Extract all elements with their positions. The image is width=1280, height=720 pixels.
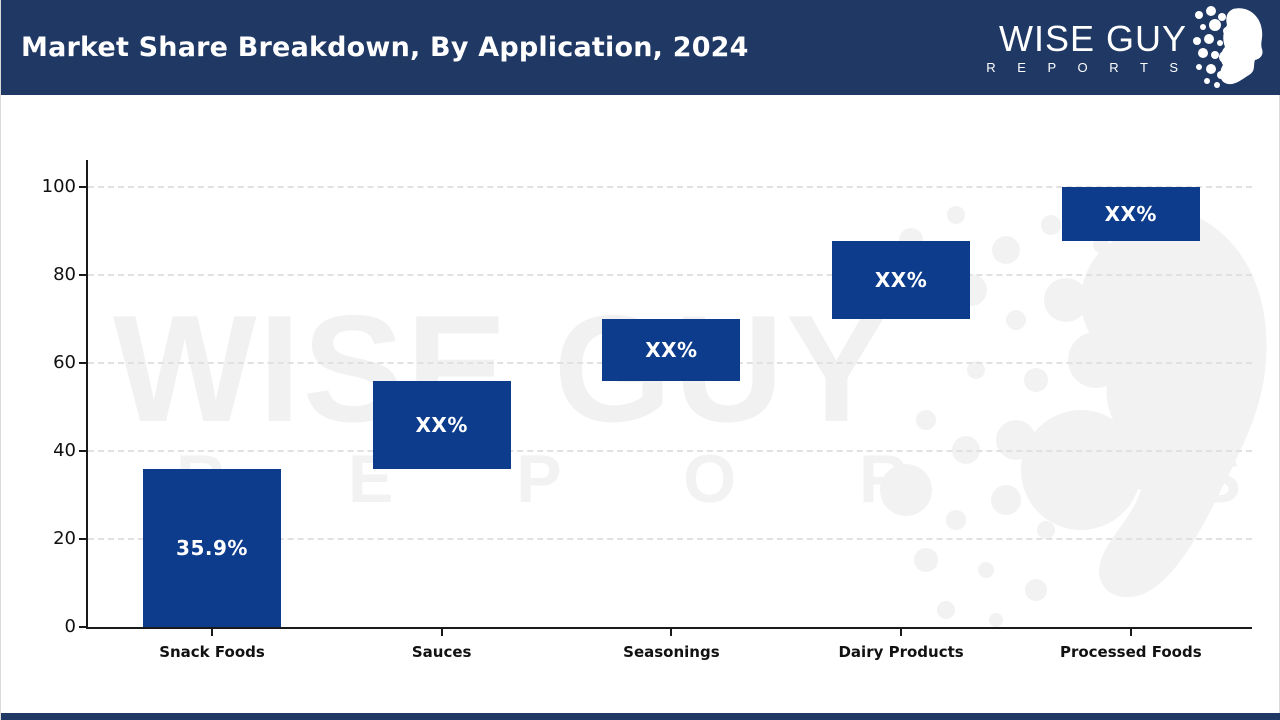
- gridline-100: [88, 186, 1252, 188]
- logo-wordmark: WISE GUY R E P O R T S: [986, 18, 1187, 75]
- y-tick-label: 60: [53, 352, 76, 373]
- y-tick-label: 80: [53, 264, 76, 285]
- gridline-40: [88, 450, 1252, 452]
- y-tick-mark: [79, 186, 88, 188]
- y-tick-mark: [79, 274, 88, 276]
- bar-value-label: 35.9%: [176, 536, 248, 560]
- bar-value-label: XX%: [645, 337, 698, 362]
- gridline-80: [88, 274, 1252, 276]
- bar-value-label: XX%: [1104, 202, 1157, 227]
- x-category-label: Snack Foods: [159, 643, 265, 661]
- y-tick-mark: [79, 538, 88, 540]
- y-tick-label: 40: [53, 440, 76, 461]
- y-tick-mark: [79, 362, 88, 364]
- gridline-20: [88, 538, 1252, 540]
- header-bar: Market Share Breakdown, By Application, …: [1, 0, 1280, 95]
- plot-area: 0 20 40 60 80 100 35.9% Snack Foods XX% Sauces XX%…: [1, 95, 1280, 713]
- logo-wordmark-line1: WISE GUY: [998, 18, 1187, 59]
- bar-value-label: XX%: [874, 268, 928, 293]
- y-tick-label: 20: [53, 528, 76, 549]
- x-tick-mark: [1129, 627, 1132, 636]
- bar-seasonings: XX%: [602, 319, 741, 381]
- x-axis-spine: [86, 627, 1252, 629]
- footer-bar: [1, 713, 1280, 720]
- x-tick-mark: [440, 627, 443, 636]
- x-category-label: Processed Foods: [1059, 643, 1202, 661]
- bar-processed-foods: XX%: [1061, 187, 1200, 242]
- bar-snack-foods: 35.9%: [143, 469, 281, 627]
- chart-title: Market Share Breakdown, By Application, …: [21, 32, 749, 63]
- x-tick-mark: [900, 627, 903, 636]
- logo-head-icon: [1189, 3, 1267, 93]
- bar-value-label: XX%: [415, 412, 468, 437]
- logo-wordmark-line2: R E P O R T S: [986, 60, 1187, 75]
- bar-sauces: XX%: [372, 380, 511, 470]
- y-tick-mark: [79, 626, 88, 628]
- x-category-label: Seasonings: [623, 643, 720, 661]
- y-tick-label: 0: [64, 616, 76, 637]
- y-tick-mark: [79, 450, 88, 452]
- y-axis-spine: [86, 160, 88, 629]
- x-category-label: Sauces: [411, 643, 472, 661]
- x-tick-mark: [211, 627, 213, 636]
- bar-dairy-products: XX%: [832, 241, 971, 319]
- wise-guy-reports-logo: WISE GUY R E P O R T S: [986, 3, 1267, 93]
- x-tick-mark: [670, 627, 673, 636]
- x-category-label: Dairy Products: [838, 643, 964, 661]
- y-tick-label: 100: [41, 176, 76, 197]
